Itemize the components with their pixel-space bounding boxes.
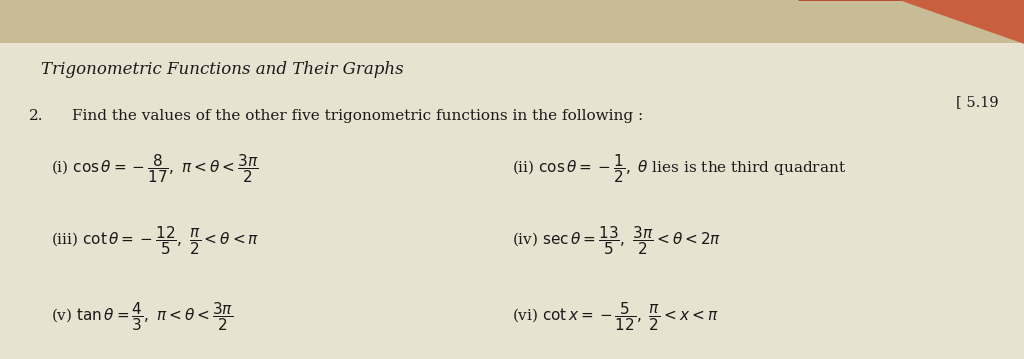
Text: Trigonometric Functions and Their Graphs: Trigonometric Functions and Their Graphs <box>41 61 403 78</box>
Text: 2.: 2. <box>29 109 43 123</box>
Text: [ 5.19: [ 5.19 <box>955 95 998 109</box>
Polygon shape <box>799 0 1024 29</box>
Text: (iv) $\sec\theta = \dfrac{13}{5},\ \dfrac{3\pi}{2} < \theta < 2\pi$: (iv) $\sec\theta = \dfrac{13}{5},\ \dfra… <box>512 224 721 257</box>
Text: Find the values of the other five trigonometric functions in the following :: Find the values of the other five trigon… <box>72 109 643 123</box>
Text: (i) $\cos\theta = -\dfrac{8}{17},\ \pi < \theta < \dfrac{3\pi}{2}$: (i) $\cos\theta = -\dfrac{8}{17},\ \pi <… <box>51 153 259 185</box>
FancyBboxPatch shape <box>0 0 1024 54</box>
FancyBboxPatch shape <box>0 43 1024 359</box>
Text: (vi) $\cot x = -\dfrac{5}{12},\ \dfrac{\pi}{2} < x < \pi$: (vi) $\cot x = -\dfrac{5}{12},\ \dfrac{\… <box>512 300 719 332</box>
Text: (iii) $\cot\theta = -\dfrac{12}{5},\ \dfrac{\pi}{2} < \theta < \pi$: (iii) $\cot\theta = -\dfrac{12}{5},\ \df… <box>51 224 259 257</box>
Text: (v) $\tan\theta = \dfrac{4}{3},\ \pi < \theta < \dfrac{3\pi}{2}$: (v) $\tan\theta = \dfrac{4}{3},\ \pi < \… <box>51 300 233 332</box>
Polygon shape <box>901 0 1024 43</box>
Text: (ii) $\cos\theta = -\dfrac{1}{2},\ \theta$ lies is the third quadrant: (ii) $\cos\theta = -\dfrac{1}{2},\ \thet… <box>512 153 846 185</box>
